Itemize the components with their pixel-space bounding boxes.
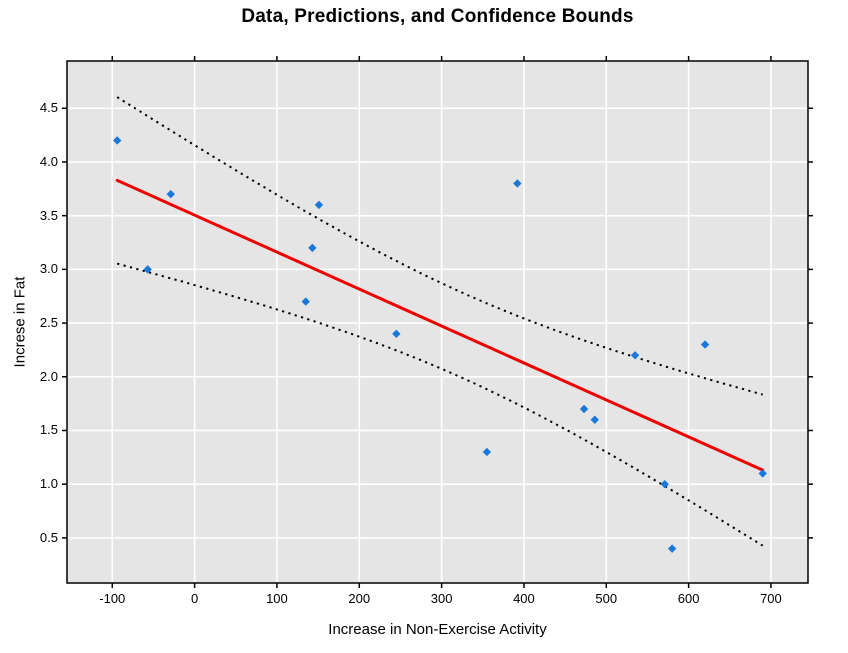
data-point — [630, 351, 640, 360]
y-tick-label: 2.5 — [39, 315, 58, 331]
x-tick-label: 700 — [760, 591, 782, 606]
data-point — [579, 404, 589, 414]
y-tick-label: 4.0 — [39, 153, 58, 169]
x-tick-label: 500 — [595, 591, 618, 606]
data-point — [308, 243, 317, 253]
y-tick-label: 3.5 — [39, 207, 58, 223]
confidence-lower-bound — [116, 262, 764, 547]
x-tick-label: 400 — [513, 591, 535, 606]
data-point — [392, 329, 401, 339]
chart-title: Data, Predictions, and Confidence Bounds — [241, 6, 634, 27]
y-tick-label: 0.5 — [39, 529, 58, 545]
data-point — [660, 479, 669, 489]
data-point — [513, 179, 522, 188]
data-point — [758, 469, 767, 478]
data-point — [143, 265, 152, 274]
x-tick-label: 600 — [677, 591, 700, 606]
data-point — [166, 189, 175, 199]
y-tick-label: 2.0 — [39, 368, 58, 384]
y-tick-label: 1.5 — [39, 422, 58, 438]
panel-background — [67, 61, 808, 583]
data-point — [113, 136, 122, 145]
y-tick-label: 3.0 — [39, 261, 58, 277]
x-tick-label: 300 — [430, 591, 453, 606]
x-tick-label: 0 — [190, 591, 199, 606]
data-point — [590, 415, 599, 424]
data-point — [314, 200, 324, 210]
scatter-points — [113, 136, 767, 553]
data-point — [482, 447, 492, 457]
x-tick-label: 200 — [348, 591, 371, 606]
data-point — [667, 544, 677, 553]
data-point — [700, 340, 710, 349]
x-axis-label: Increase in Non-Exercise Activity — [328, 621, 547, 638]
confidence-upper-bound — [116, 96, 763, 396]
axis-ticks — [62, 56, 813, 588]
y-tick-label: 1.0 — [39, 476, 58, 492]
x-tick-label: 100 — [266, 591, 288, 606]
data-point — [301, 297, 310, 306]
y-tick-label: 4.5 — [39, 100, 58, 116]
plot-border — [66, 60, 809, 584]
regression-line — [115, 178, 765, 472]
x-tick-label: -100 — [99, 591, 126, 606]
